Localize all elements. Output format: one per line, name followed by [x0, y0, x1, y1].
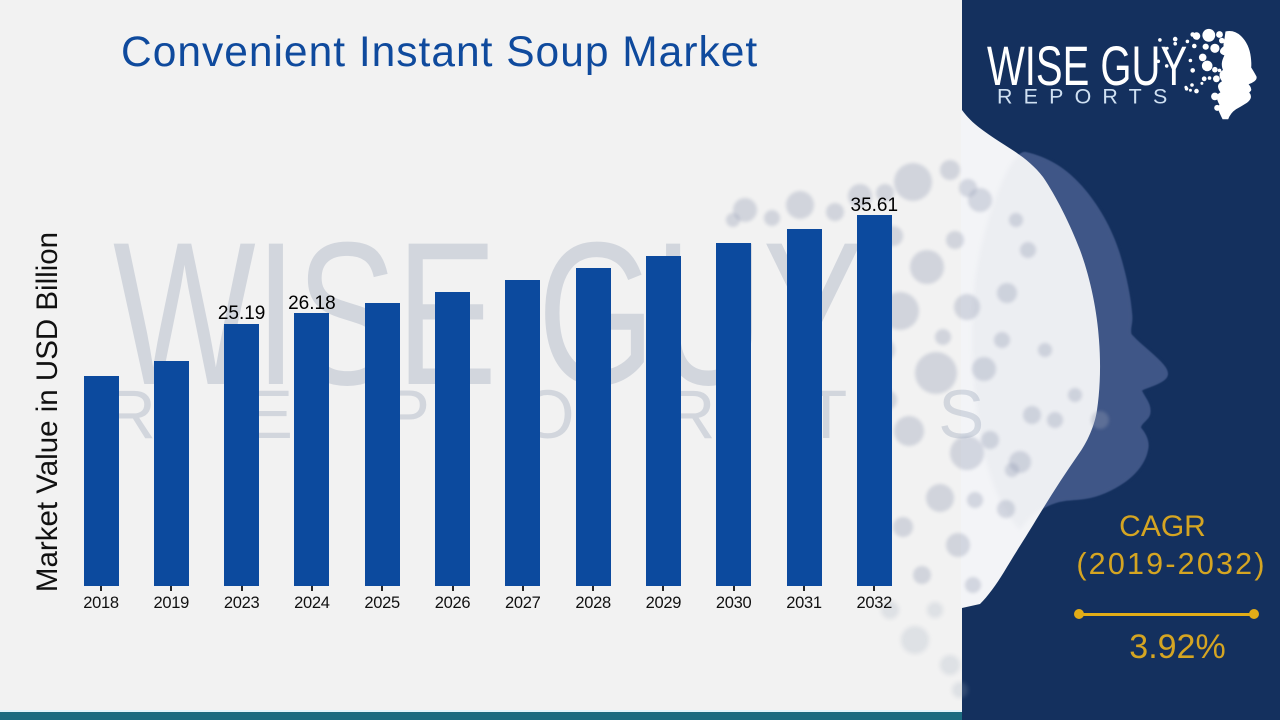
svg-text:WISE GUY: WISE GUY [987, 36, 1187, 98]
svg-text:REPORTS: REPORTS [997, 85, 1178, 109]
